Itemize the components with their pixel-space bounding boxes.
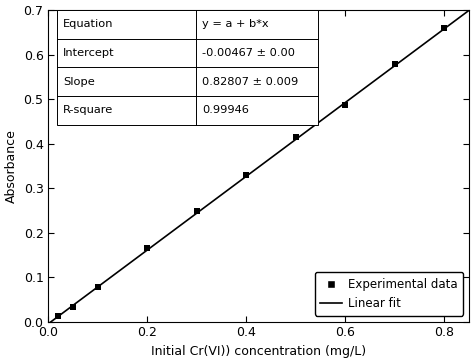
Legend: Experimental data, Linear fit: Experimental data, Linear fit: [315, 272, 463, 316]
Point: [292, 134, 300, 140]
Text: Slope: Slope: [63, 77, 95, 87]
Point: [55, 313, 62, 319]
Text: -0.00467 ± 0.00: -0.00467 ± 0.00: [202, 48, 295, 58]
Text: 0.99946: 0.99946: [202, 105, 249, 115]
Point: [391, 61, 399, 67]
Text: y = a + b*x: y = a + b*x: [202, 19, 269, 29]
Text: R-square: R-square: [63, 105, 113, 115]
Point: [440, 25, 448, 31]
X-axis label: Initial Cr(VI)) concentration (mg/L): Initial Cr(VI)) concentration (mg/L): [151, 345, 366, 358]
Point: [193, 208, 201, 214]
Y-axis label: Absorbance: Absorbance: [5, 129, 18, 203]
Text: Intercept: Intercept: [63, 48, 115, 58]
Point: [243, 172, 250, 178]
Text: Equation: Equation: [63, 19, 114, 29]
Point: [144, 245, 151, 250]
Point: [69, 304, 77, 310]
Point: [341, 102, 349, 108]
Point: [94, 284, 102, 290]
Bar: [57, 10, 318, 125]
Text: 0.82807 ± 0.009: 0.82807 ± 0.009: [202, 77, 298, 87]
